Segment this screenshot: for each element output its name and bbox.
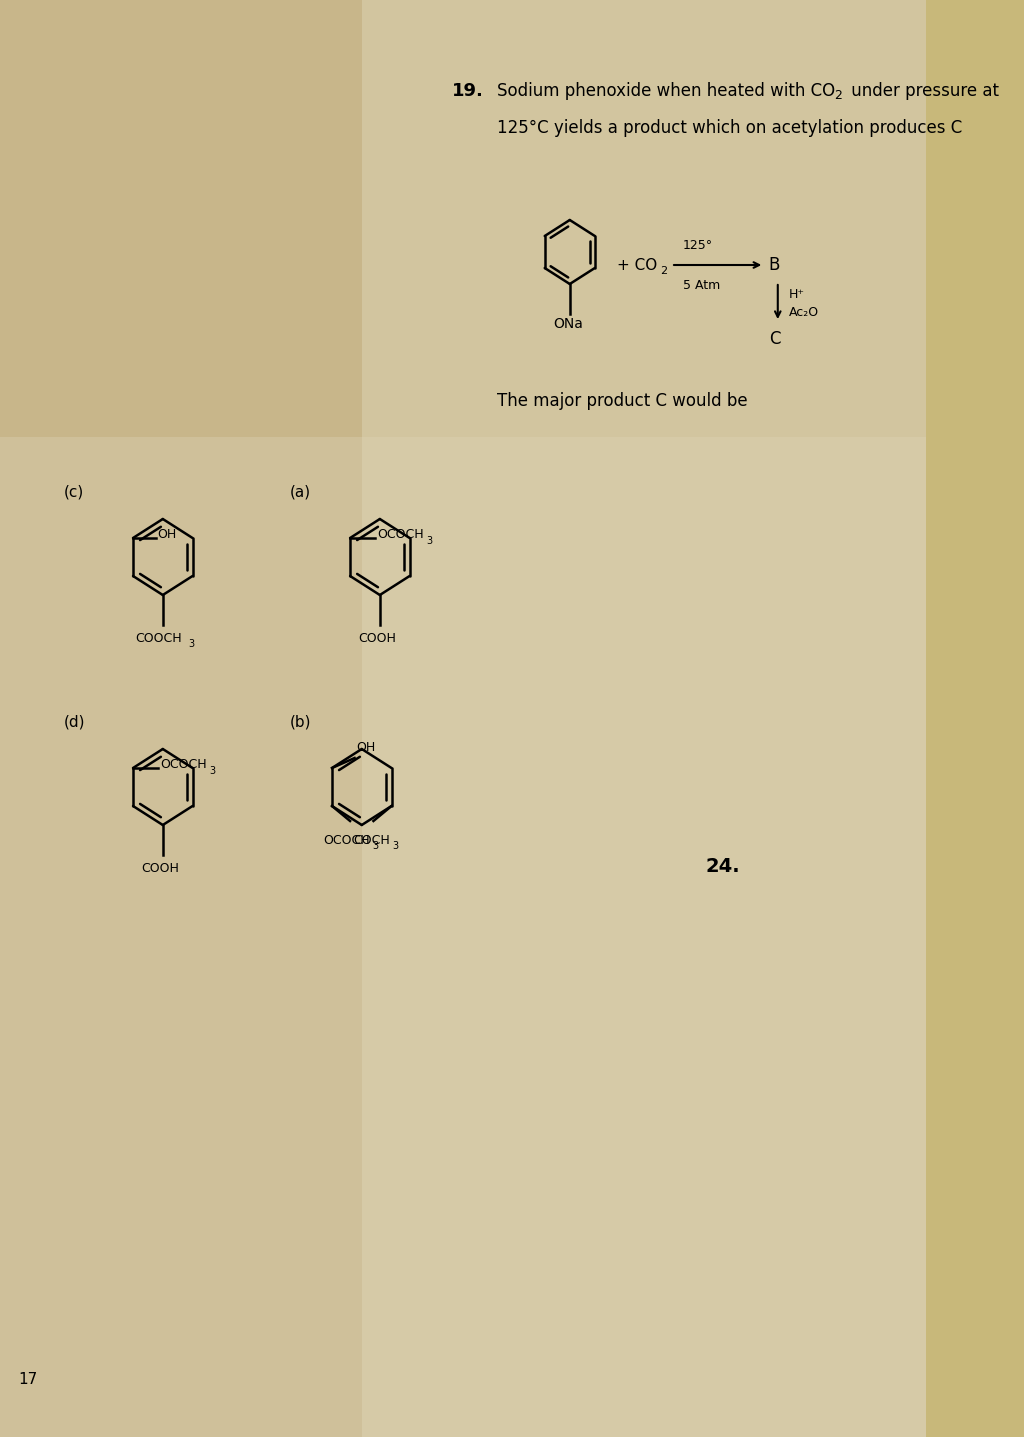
Text: COOCH: COOCH [135,632,182,645]
Text: (a): (a) [290,484,310,500]
Bar [0,0,926,437]
Text: (d): (d) [63,714,85,730]
Text: ONa: ONa [554,318,584,331]
Text: 3: 3 [209,766,215,776]
Text: + CO: + CO [616,257,657,273]
Text: 2: 2 [834,89,842,102]
Text: (b): (b) [290,714,311,730]
Text: 3: 3 [392,841,398,851]
Text: OCOCH: OCOCH [160,757,207,770]
Text: under pressure at: under pressure at [846,82,998,101]
Text: C: C [769,331,780,348]
Bar [361,0,926,1437]
Text: The major product C would be: The major product C would be [498,392,749,410]
Text: 125°: 125° [683,239,713,251]
Text: COCH: COCH [353,833,389,846]
Text: 3: 3 [426,536,432,546]
Text: COOH: COOH [141,862,179,875]
Text: Sodium phenoxide when heated with CO: Sodium phenoxide when heated with CO [498,82,836,101]
Text: 3: 3 [373,841,379,851]
Text: 24.: 24. [706,856,740,877]
Text: COOH: COOH [358,632,396,645]
Text: 3: 3 [188,639,195,650]
Text: 2: 2 [660,266,668,276]
Text: B: B [769,256,780,274]
Text: 5 Atm: 5 Atm [683,279,720,292]
Text: 17: 17 [18,1372,37,1387]
Text: H⁺: H⁺ [788,289,805,302]
Text: OH: OH [356,741,376,754]
Text: Ac₂O: Ac₂O [788,306,819,319]
Text: OCOCH: OCOCH [324,833,371,846]
Text: 19.: 19. [453,82,484,101]
Text: 125°C yields a product which on acetylation produces C: 125°C yields a product which on acetylat… [498,119,963,137]
Text: OH: OH [158,527,177,540]
Text: (c): (c) [63,484,84,500]
Text: OCOCH: OCOCH [377,527,424,540]
